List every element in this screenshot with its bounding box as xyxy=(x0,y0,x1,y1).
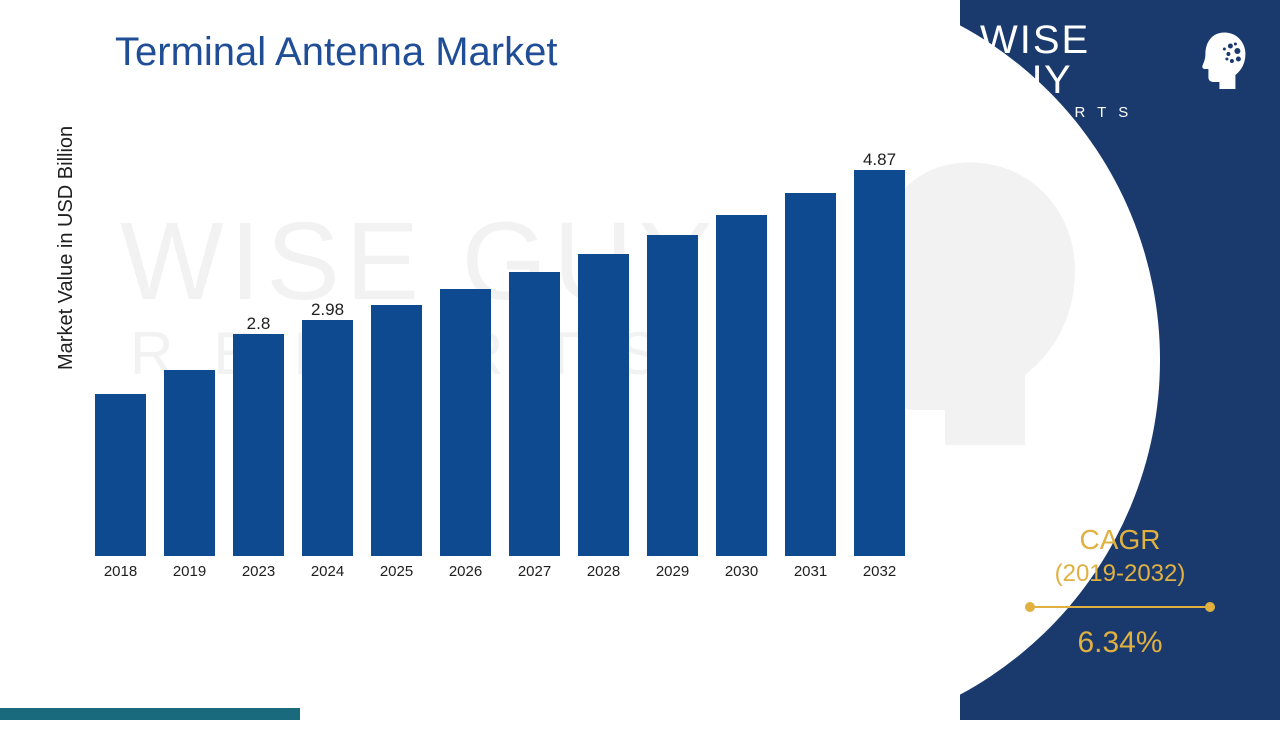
bar xyxy=(854,170,905,556)
y-axis-label: Market Value in USD Billion xyxy=(55,126,78,370)
cagr-divider xyxy=(1030,606,1210,608)
bottom-accent-bar xyxy=(0,708,300,720)
bar-wrap: 2026 xyxy=(440,289,491,556)
bar xyxy=(302,320,353,556)
x-axis-label: 2029 xyxy=(647,563,698,580)
bar xyxy=(647,235,698,556)
x-axis-label: 2018 xyxy=(95,563,146,580)
x-axis-label: 2019 xyxy=(164,563,215,580)
bar-wrap: 2027 xyxy=(509,272,560,556)
bar xyxy=(164,370,215,556)
cagr-value: 6.34% xyxy=(1000,626,1240,660)
x-axis-label: 2030 xyxy=(716,563,767,580)
bar-wrap: 2018 xyxy=(95,394,146,556)
bar xyxy=(440,289,491,556)
x-axis-label: 2024 xyxy=(302,563,353,580)
logo-main: WISE GUY xyxy=(980,20,1250,100)
x-axis-label: 2032 xyxy=(854,563,905,580)
bar-wrap: 2029 xyxy=(647,235,698,556)
head-icon xyxy=(1199,30,1250,90)
page-title: Terminal Antenna Market xyxy=(115,30,557,75)
chart-area: 201820192.820232.98202420252026202720282… xyxy=(95,160,905,580)
x-axis-label: 2027 xyxy=(509,563,560,580)
logo-text: WISE GUY xyxy=(980,20,1191,100)
bar-wrap: 2.82023 xyxy=(233,334,284,556)
bar xyxy=(233,334,284,556)
bar-wrap: 2025 xyxy=(371,305,422,556)
bar-wrap: 2028 xyxy=(578,254,629,556)
x-axis-label: 2028 xyxy=(578,563,629,580)
bar xyxy=(509,272,560,556)
x-axis-label: 2023 xyxy=(233,563,284,580)
x-axis-label: 2025 xyxy=(371,563,422,580)
bar-wrap: 4.872032 xyxy=(854,170,905,556)
bar-wrap: 2031 xyxy=(785,193,836,556)
bar xyxy=(716,215,767,556)
x-axis-label: 2026 xyxy=(440,563,491,580)
cagr-block: CAGR (2019-2032) 6.34% xyxy=(1000,524,1240,660)
bar-wrap: 2030 xyxy=(716,215,767,556)
logo-sub: REPORTS xyxy=(984,104,1250,121)
cagr-period: (2019-2032) xyxy=(1000,560,1240,588)
bar-value-label: 4.87 xyxy=(854,150,905,170)
bar-wrap: 2.982024 xyxy=(302,320,353,556)
x-axis-label: 2031 xyxy=(785,563,836,580)
bar-wrap: 2019 xyxy=(164,370,215,556)
bar xyxy=(578,254,629,556)
bar xyxy=(371,305,422,556)
bars-container: 2018 2019 2.82023 2.982024 2025 2026 2027 2028 2… xyxy=(95,160,905,556)
bar-value-label: 2.8 xyxy=(233,314,284,334)
cagr-title: CAGR xyxy=(1000,524,1240,556)
bar xyxy=(95,394,146,556)
logo: WISE GUY REPORTS xyxy=(980,20,1250,121)
bar-value-label: 2.98 xyxy=(302,300,353,320)
bar xyxy=(785,193,836,556)
